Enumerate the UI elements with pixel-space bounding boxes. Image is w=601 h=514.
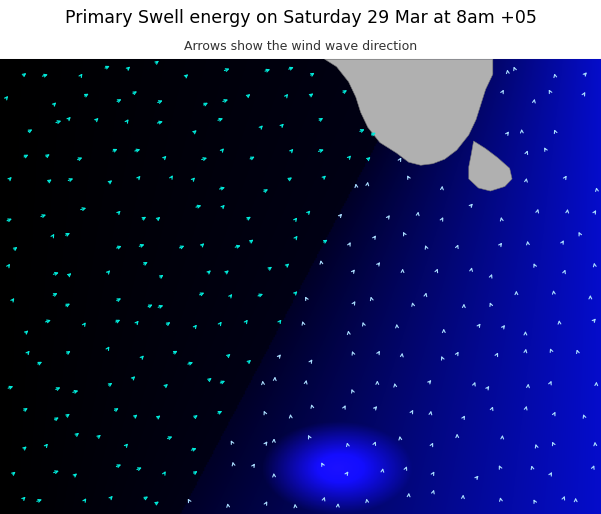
Polygon shape: [325, 59, 493, 166]
Text: Arrows show the wind wave direction: Arrows show the wind wave direction: [184, 40, 417, 52]
Polygon shape: [469, 141, 512, 191]
Text: Primary Swell energy on Saturday 29 Mar at 8am +05: Primary Swell energy on Saturday 29 Mar …: [64, 9, 537, 27]
